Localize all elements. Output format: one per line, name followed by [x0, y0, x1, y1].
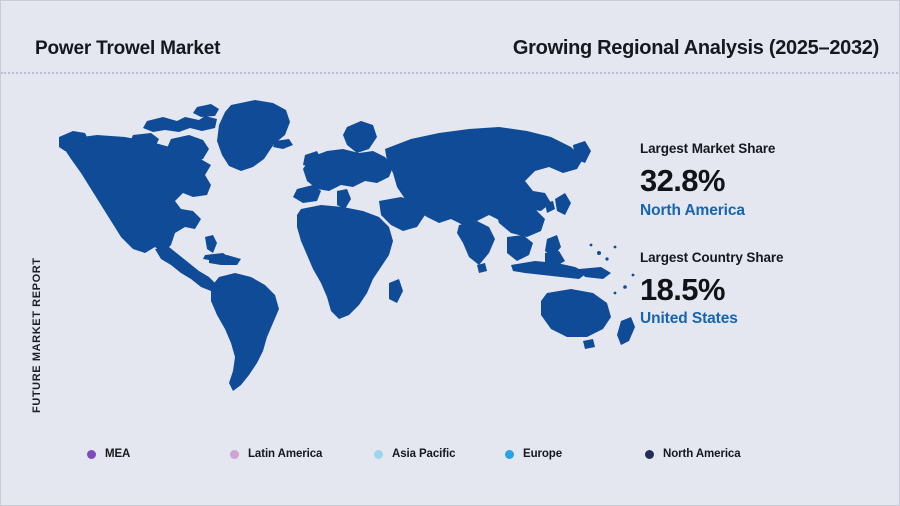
australia-shape — [541, 289, 611, 337]
stat-label: Largest Market Share — [640, 141, 776, 156]
ellesmere-shape — [193, 104, 219, 117]
greenland-shape — [217, 100, 290, 171]
legend-item-mea: MEA — [87, 448, 130, 460]
korea-shape — [545, 201, 555, 213]
kamchatka-shape — [573, 141, 591, 163]
sri-lanka-shape — [477, 263, 487, 273]
arctic-islands-shape — [143, 116, 217, 132]
south-america-shape — [211, 273, 279, 391]
africa-shape — [297, 205, 393, 319]
legend-dot-icon — [645, 449, 654, 459]
legend-label: Latin America — [248, 448, 323, 460]
header-bar: Power Trowel Market Growing Regional Ana… — [1, 1, 899, 74]
british-isles-shape — [303, 151, 321, 167]
brand-vertical-label: FUTURE MARKET REPORT — [31, 257, 43, 413]
world-map-svg — [59, 100, 635, 391]
new-zealand-shape — [617, 317, 635, 345]
legend-item-europe: Europe — [505, 448, 562, 460]
alaska-shape — [59, 131, 89, 151]
stat-label: Largest Country Share — [640, 249, 784, 265]
stat-region: United States — [640, 310, 738, 328]
legend-dot-icon — [374, 449, 383, 459]
tasmania-shape — [583, 339, 595, 349]
legend-label: Asia Pacific — [392, 448, 456, 460]
florida-shape — [205, 235, 217, 253]
asia-russia-shape — [385, 127, 583, 225]
scandinavia-shape — [343, 121, 377, 153]
map-landmasses — [59, 100, 635, 391]
page-title: Power Trowel Market — [35, 38, 221, 59]
header-subtitle: Growing Regional Analysis (2025–2032) — [512, 37, 879, 59]
legend-dot-icon — [87, 449, 96, 459]
borneo-shape — [545, 251, 565, 267]
legend-dot-icon — [505, 449, 514, 459]
legend-item-north-america: North America — [645, 448, 741, 460]
stat-largest-country-share: Largest Country Share 18.5% United State… — [640, 250, 880, 329]
indonesia-shape — [511, 261, 587, 279]
iberia-shape — [293, 185, 321, 203]
legend: MEA Latin America Asia Pacific Europe No… — [87, 448, 807, 468]
madagascar-shape — [389, 279, 403, 303]
world-map — [59, 97, 639, 397]
north-america-shape — [63, 135, 211, 253]
mexico-central-america-shape — [155, 247, 217, 291]
legend-label: MEA — [105, 448, 131, 460]
stat-value: 32.8% — [640, 163, 726, 198]
legend-label: North America — [663, 448, 741, 460]
legend-label: Europe — [523, 448, 563, 460]
iceland-shape — [273, 139, 293, 149]
legend-item-asia-pacific: Asia Pacific — [374, 448, 455, 460]
new-guinea-shape — [579, 267, 611, 279]
pacific-islands-shape — [589, 243, 635, 295]
italy-shape — [337, 189, 351, 209]
stat-value: 18.5% — [640, 271, 726, 307]
southeast-asia-shape — [507, 235, 533, 261]
header-divider — [1, 72, 899, 74]
legend-item-latin-america: Latin America — [230, 448, 322, 460]
cuba-shape — [203, 253, 229, 261]
india-shape — [457, 221, 495, 265]
stats-panel: Largest Market Share 32.8% North America… — [640, 141, 880, 358]
europe-shape — [303, 149, 393, 191]
stat-region: North America — [640, 201, 745, 219]
stat-largest-market-share: Largest Market Share 32.8% North America — [640, 141, 880, 220]
china-east-shape — [495, 205, 545, 237]
japan-shape — [555, 193, 571, 215]
legend-dot-icon — [230, 449, 239, 459]
